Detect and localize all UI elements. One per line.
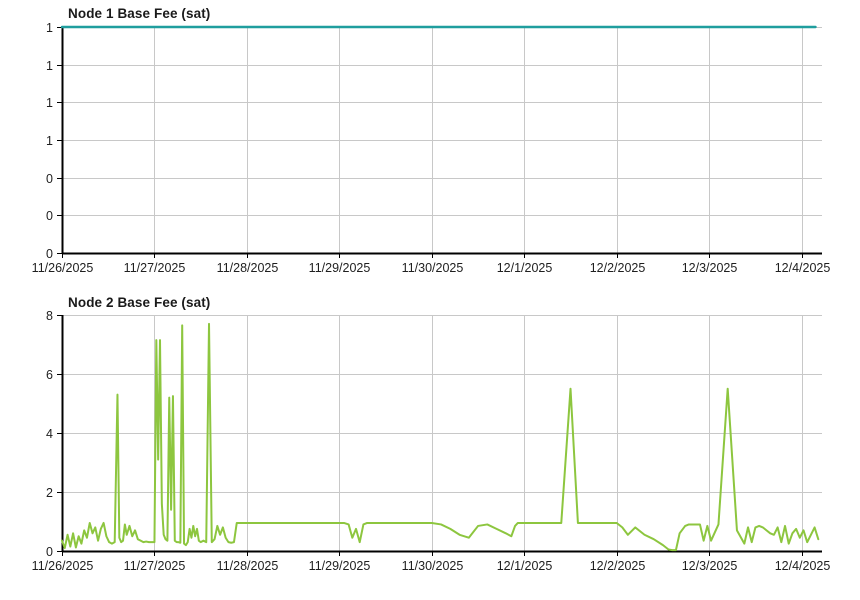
x-tick-label: 12/3/2025 [682,559,738,573]
y-tick-label: 0 [46,172,53,186]
chart-panel-node2: Node 2 Base Fee (sat) 8 6 4 2 0 11/26/2025 11/… [0,288,860,600]
y-tick-label: 1 [46,21,53,35]
x-tick-label: 11/26/2025 [32,261,94,275]
x-tick-label: 11/27/2025 [124,261,186,275]
x-tick-label: 11/29/2025 [309,559,371,573]
chart-title-node1: Node 1 Base Fee (sat) [68,6,211,21]
chart-canvas-node2: 8 6 4 2 011/26/2025 11/27/2025 11/28/2025 11/29… [32,309,831,573]
y-tick-label: 2 [46,486,53,500]
y-tick-label: 1 [46,134,53,148]
chart-title-node2: Node 2 Base Fee (sat) [68,295,211,310]
y-tick-label: 4 [46,427,53,441]
y-tick-label: 0 [46,247,53,261]
y-tick-label: 0 [46,209,53,223]
x-tick-label: 11/29/2025 [309,261,371,275]
x-tick-label: 11/30/2025 [402,559,464,573]
y-tick-label: 1 [46,96,53,110]
x-tick-label: 12/4/2025 [775,559,831,573]
y-tick-label: 0 [46,545,53,559]
x-tick-label: 12/1/2025 [497,261,553,275]
x-tick-label: 11/30/2025 [402,261,464,275]
x-tick-label: 12/3/2025 [682,261,738,275]
x-tick-label: 12/1/2025 [497,559,553,573]
x-tick-label: 11/28/2025 [217,261,279,275]
y-tick-label: 1 [46,59,53,73]
y-tick-label: 6 [46,368,53,382]
x-tick-label: 11/26/2025 [32,559,94,573]
series-line [61,322,820,552]
x-tick-label: 12/2/2025 [590,261,646,275]
chart-panel-node1: Node 1 Base Fee (sat) 1 1 1 1 0 0 0 11/26/2025 1… [0,0,860,290]
y-tick-label: 8 [46,309,53,323]
x-tick-label: 11/28/2025 [217,559,279,573]
x-tick-label: 12/2/2025 [590,559,646,573]
x-tick-label: 12/4/2025 [775,261,831,275]
x-tick-label: 11/27/2025 [124,559,186,573]
